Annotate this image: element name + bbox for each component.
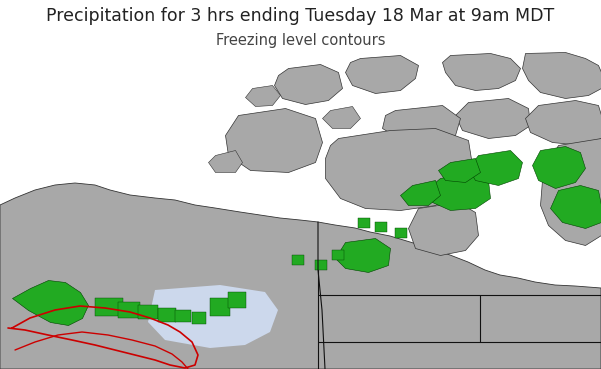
Text: Precipitation for 3 hrs ending Tuesday 18 Mar at 9am MDT: Precipitation for 3 hrs ending Tuesday 1… bbox=[46, 7, 555, 25]
Text: Freezing level contours: Freezing level contours bbox=[216, 32, 385, 48]
